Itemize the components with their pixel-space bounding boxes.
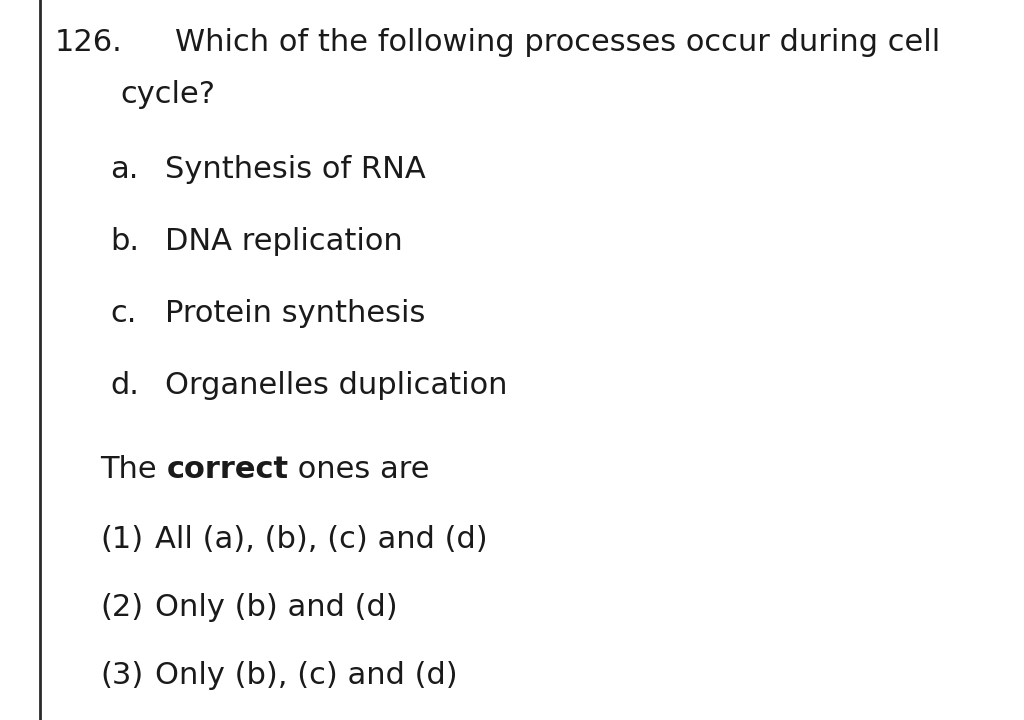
Text: Only (b) and (d): Only (b) and (d) (155, 593, 397, 622)
Text: Which of the following processes occur during cell: Which of the following processes occur d… (175, 28, 940, 57)
Text: d.: d. (110, 371, 139, 400)
Text: Protein synthesis: Protein synthesis (165, 299, 425, 328)
Text: All (a), (b), (c) and (d): All (a), (b), (c) and (d) (155, 525, 487, 554)
Text: DNA replication: DNA replication (165, 227, 402, 256)
Text: The: The (100, 455, 166, 484)
Text: 126.: 126. (55, 28, 123, 57)
Text: (3): (3) (100, 661, 143, 690)
Text: c.: c. (110, 299, 136, 328)
Text: ones are: ones are (289, 455, 430, 484)
Text: cycle?: cycle? (120, 80, 215, 109)
Text: Only (b), (c) and (d): Only (b), (c) and (d) (155, 661, 458, 690)
Text: Organelles duplication: Organelles duplication (165, 371, 508, 400)
Text: (2): (2) (100, 593, 143, 622)
Text: (1): (1) (100, 525, 143, 554)
Text: a.: a. (110, 155, 138, 184)
Text: correct: correct (166, 455, 289, 484)
Text: b.: b. (110, 227, 139, 256)
Text: Synthesis of RNA: Synthesis of RNA (165, 155, 426, 184)
